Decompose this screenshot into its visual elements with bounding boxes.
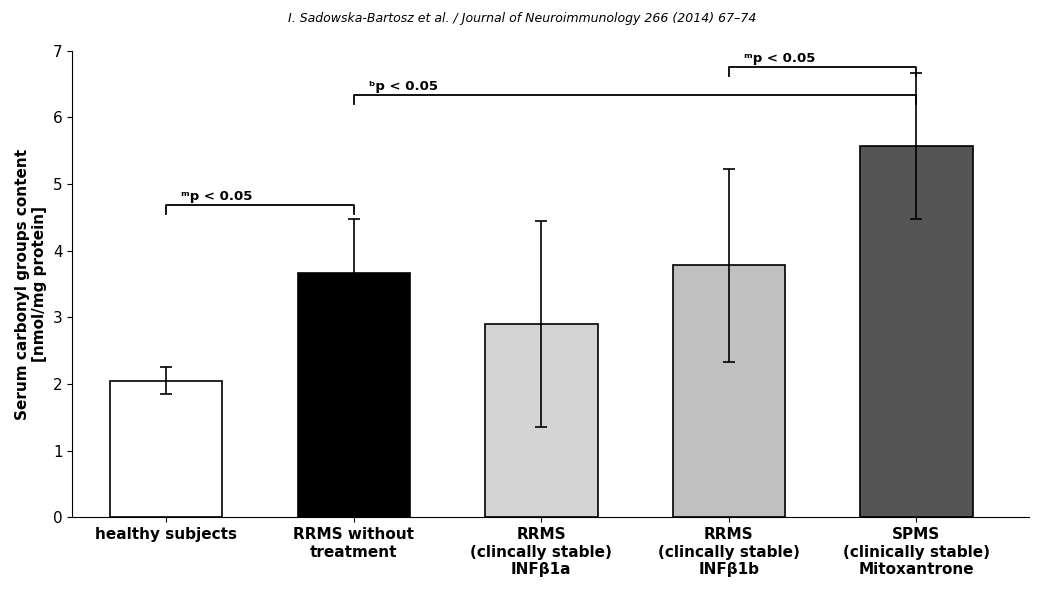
Text: ᵇp < 0.05: ᵇp < 0.05: [369, 79, 437, 92]
Text: ᵐp < 0.05: ᵐp < 0.05: [182, 189, 253, 202]
Bar: [860, 146, 973, 517]
Text: ᵐp < 0.05: ᵐp < 0.05: [744, 52, 815, 65]
Bar: [485, 324, 597, 517]
Bar: [110, 381, 222, 517]
Text: I. Sadowska-Bartosz et al. / Journal of Neuroimmunology 266 (2014) 67–74: I. Sadowska-Bartosz et al. / Journal of …: [288, 12, 756, 25]
Bar: [298, 273, 410, 517]
Bar: [672, 265, 785, 517]
Y-axis label: Serum carbonyl groups content
[nmol/mg protein]: Serum carbonyl groups content [nmol/mg p…: [15, 149, 47, 420]
